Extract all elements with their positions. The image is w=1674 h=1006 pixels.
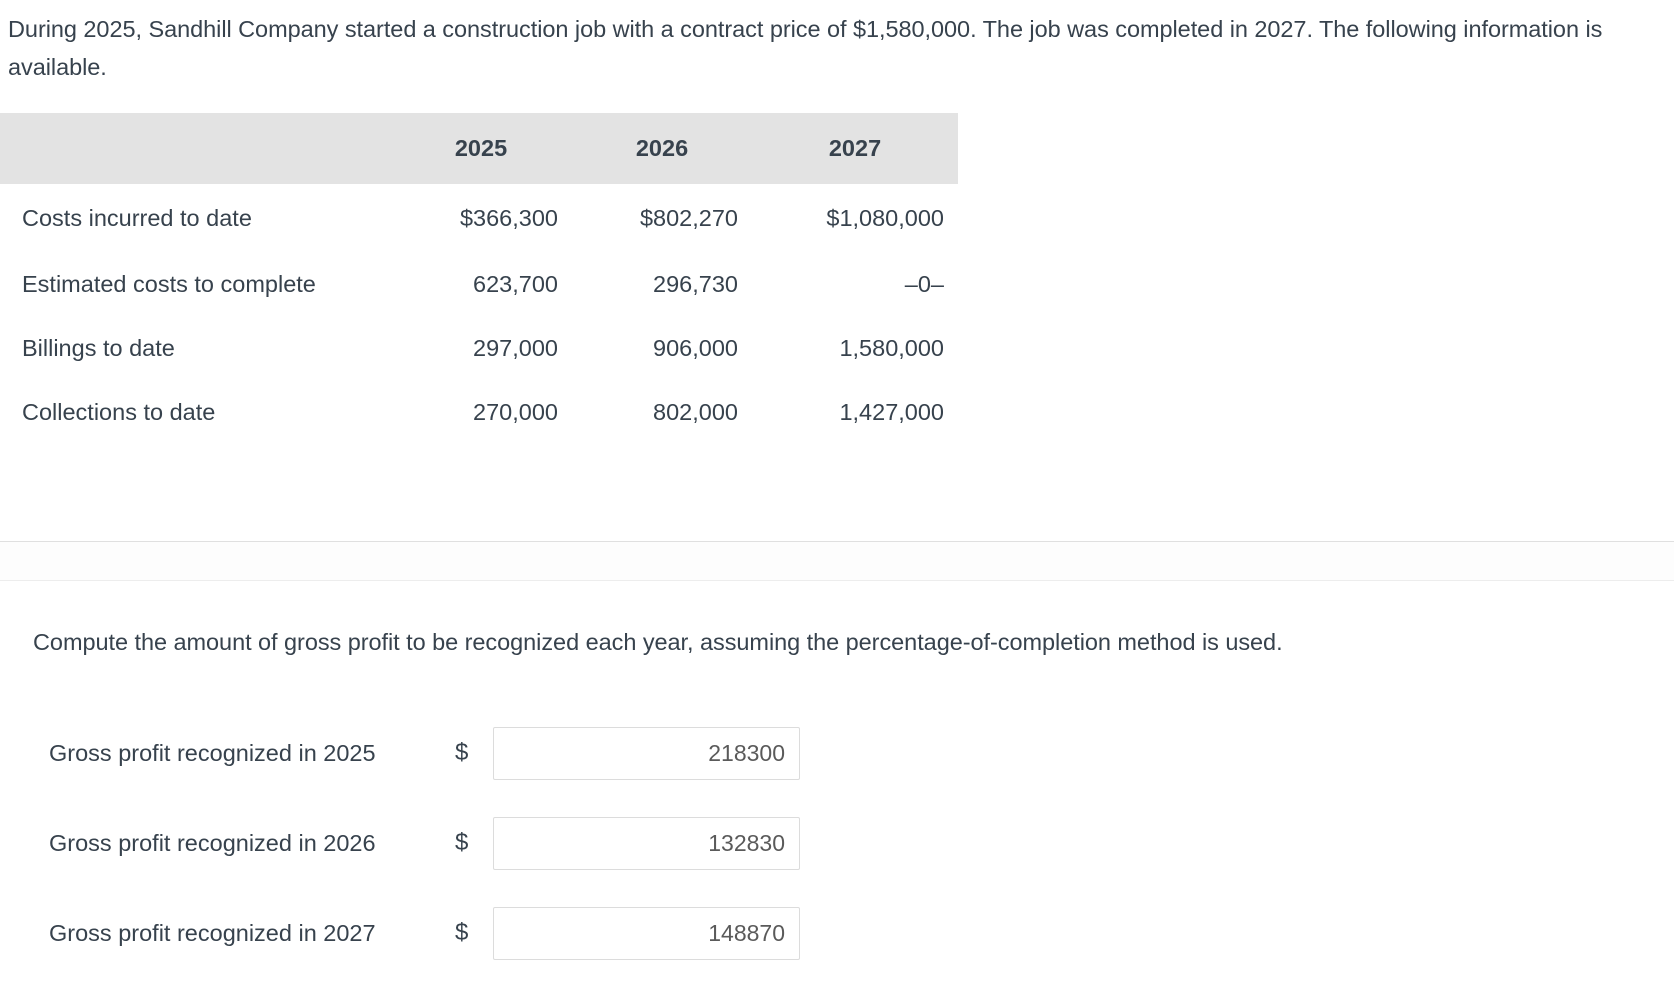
section-divider-top bbox=[0, 541, 1674, 543]
contract-facts-table: 2025 2026 2027 Costs incurred to date $3… bbox=[0, 113, 958, 444]
cell-billings-2026: 906,000 bbox=[653, 334, 738, 361]
section-divider-bottom bbox=[0, 580, 1674, 582]
table-corner-cell bbox=[0, 113, 390, 185]
cell-costs-incurred-2025: $366,300 bbox=[459, 204, 558, 231]
gross-profit-2027-input[interactable] bbox=[493, 906, 800, 960]
cell-costs-incurred-2027: $1,080,000 bbox=[826, 204, 944, 231]
gross-profit-2025-input[interactable] bbox=[493, 726, 800, 780]
cell-billings-2025: 297,000 bbox=[473, 334, 558, 361]
row-label-costs-incurred: Costs incurred to date bbox=[22, 204, 252, 231]
cell-estimated-costs-2025: 623,700 bbox=[473, 270, 558, 297]
column-header-2025: 2025 bbox=[390, 113, 572, 185]
gross-profit-2026-input[interactable] bbox=[493, 816, 800, 870]
answer-label-2026: Gross profit recognized in 2026 bbox=[49, 829, 376, 856]
answer-label-2025: Gross profit recognized in 2025 bbox=[49, 739, 376, 766]
table-row: Billings to date 297,000 906,000 1,580,0… bbox=[0, 316, 958, 380]
answer-row-2027: Gross profit recognized in 2027 $ bbox=[49, 888, 1674, 978]
table-row: Estimated costs to complete 623,700 296,… bbox=[0, 252, 958, 316]
cell-collections-2026: 802,000 bbox=[653, 398, 738, 425]
currency-symbol-2027: $ bbox=[455, 919, 469, 947]
table-header: 2025 2026 2027 bbox=[0, 113, 958, 185]
answer-row-2025: Gross profit recognized in 2025 $ bbox=[49, 708, 1674, 798]
cell-billings-2027: 1,580,000 bbox=[839, 334, 944, 361]
row-label-estimated-costs: Estimated costs to complete bbox=[22, 270, 316, 297]
table-body: Costs incurred to date $366,300 $802,270… bbox=[0, 184, 958, 444]
answer-row-2026: Gross profit recognized in 2026 $ bbox=[49, 798, 1674, 888]
problem-statement: During 2025, Sandhill Company started a … bbox=[8, 16, 1603, 81]
answer-list: Gross profit recognized in 2025 $ Gross … bbox=[0, 708, 1674, 978]
question-prompt: Compute the amount of gross profit to be… bbox=[33, 629, 1283, 656]
table-header-row: 2025 2026 2027 bbox=[0, 113, 958, 185]
cell-estimated-costs-2027: –0– bbox=[904, 270, 944, 297]
cell-collections-2027: 1,427,000 bbox=[839, 398, 944, 425]
table-row: Costs incurred to date $366,300 $802,270… bbox=[0, 184, 958, 252]
currency-symbol-2026: $ bbox=[455, 829, 469, 857]
section-gap-band bbox=[0, 542, 1674, 581]
answer-label-2027: Gross profit recognized in 2027 bbox=[49, 919, 376, 946]
table-row: Collections to date 270,000 802,000 1,42… bbox=[0, 380, 958, 444]
column-header-2026: 2026 bbox=[572, 113, 752, 185]
row-label-billings: Billings to date bbox=[22, 334, 175, 361]
cell-collections-2025: 270,000 bbox=[473, 398, 558, 425]
cell-estimated-costs-2026: 296,730 bbox=[653, 270, 738, 297]
cell-costs-incurred-2026: $802,270 bbox=[639, 204, 738, 231]
row-label-collections: Collections to date bbox=[22, 398, 216, 425]
column-header-2027: 2027 bbox=[752, 113, 958, 185]
currency-symbol-2025: $ bbox=[455, 739, 469, 767]
